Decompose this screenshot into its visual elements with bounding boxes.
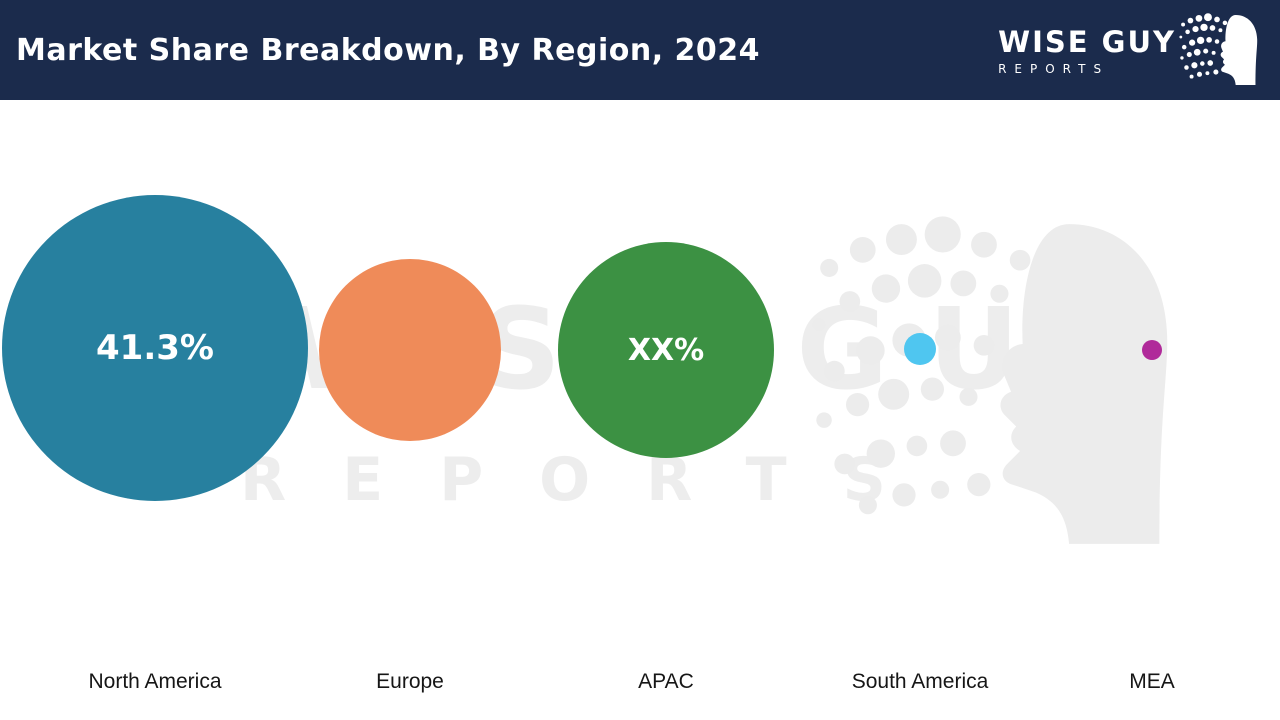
watermark-text-2: REPORTS — [240, 445, 942, 515]
bubble-north-america: 41.3% — [2, 195, 308, 501]
category-label-mea: MEA — [1129, 670, 1175, 693]
bubble-chart: WISE GUY REPORTS 41.3%North AmericaEurop… — [0, 100, 1280, 720]
bubble-apac: XX% — [558, 242, 774, 458]
bubble-mea — [1142, 340, 1162, 360]
logo-head-icon — [1179, 13, 1258, 86]
wise-guy-logo: WISE GUY REPORTS — [998, 13, 1260, 87]
category-label-south-america: South America — [851, 670, 989, 693]
bubble-europe — [319, 259, 501, 441]
page-title: Market Share Breakdown, By Region, 2024 — [16, 32, 761, 68]
category-label-europe: Europe — [376, 670, 444, 693]
bubble-south-america — [904, 333, 936, 365]
category-label-apac: APAC — [638, 670, 694, 693]
logo-text: WISE GUY REPORTS — [998, 25, 1176, 76]
watermark-head-icon — [812, 216, 1168, 544]
category-label-north-america: North America — [88, 670, 222, 693]
bubble-value-north-america: 41.3% — [96, 328, 214, 368]
logo-wordmark: WISE GUY — [998, 24, 1176, 59]
bubble-value-apac: XX% — [627, 332, 705, 368]
header: Market Share Breakdown, By Region, 2024 … — [0, 0, 1280, 100]
logo-subtitle: REPORTS — [998, 61, 1110, 76]
